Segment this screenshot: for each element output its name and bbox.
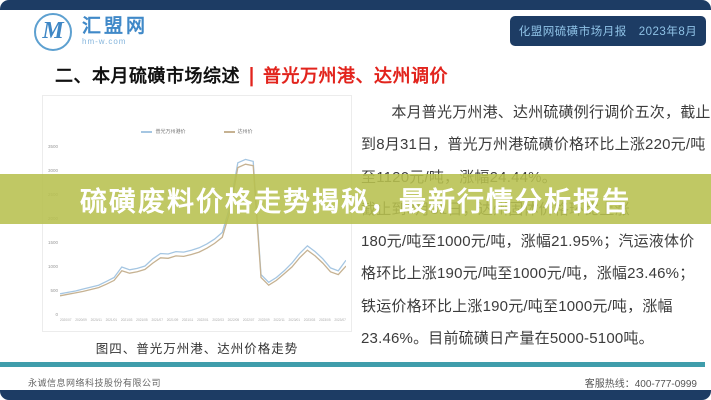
- series-line: [60, 158, 346, 295]
- paragraph-line: 格环比上涨190元/吨至1000元/吨，涨幅23.46%；: [361, 265, 695, 283]
- chart-caption: 图四、普光万州港、达州价格走势: [95, 342, 299, 356]
- x-tick-label: 2020/07: [60, 318, 72, 322]
- legend-item: 达州价: [223, 128, 253, 135]
- brand-name: 汇盟网: [82, 16, 149, 37]
- section-subtitle: 普光万州港、达州调价: [263, 66, 449, 86]
- legend-line-swatch: [141, 130, 153, 133]
- legend-label: 达州价: [237, 129, 253, 135]
- x-tick-label: 2022/01: [197, 318, 209, 322]
- chart-y-axis-labels: 3500300025002000150010005000: [45, 144, 58, 317]
- chart-plot-area: [60, 158, 346, 297]
- x-tick-label: 2023/05: [319, 318, 331, 322]
- y-tick-label: 1000: [47, 264, 58, 269]
- overlay-headline: 硫磺废料价格走势揭秘，最新行情分析报告: [80, 186, 631, 217]
- logo-brand: 汇盟网 hm-w.com: [82, 17, 148, 47]
- x-tick-label: 2022/03: [212, 318, 224, 322]
- paragraph-line: 23.46%。目前硫磺日产量在5000-5100吨。: [361, 330, 654, 348]
- legend-label: 普光万州港价: [155, 129, 186, 135]
- title-separator: |: [249, 62, 255, 86]
- brand-domain: hm-w.com: [82, 37, 127, 46]
- x-tick-label: 2022/07: [242, 318, 255, 322]
- analysis-paragraph: 本月普光万州港、达州硫磺例行调价五次，截止 到8月31日，普光万州港硫磺价格环比…: [361, 97, 711, 355]
- paragraph-line: 本月普光万州港、达州硫磺例行调价五次，截止: [361, 104, 711, 121]
- report-badge-label: 化盟网硫磺市场月报 2023年8月: [518, 26, 698, 38]
- bottom-border-strip: [0, 390, 711, 400]
- x-tick-label: 2021/09: [166, 318, 179, 322]
- chart-legend: 普光万州港价 达州价: [43, 128, 351, 135]
- paragraph-line: 到8月31日，普光万州港硫磺价格环比上涨220元/吨: [361, 136, 706, 154]
- y-tick-label: 3500: [47, 144, 58, 149]
- x-tick-label: 2022/11: [273, 318, 285, 322]
- x-tick-label: 2021/03: [120, 318, 133, 322]
- chart-x-axis-labels: 2020/07 2020/09 2020/11 2021/01 2021/03 2021/…: [60, 318, 346, 322]
- overlay-banner: 硫磺废料价格走势揭秘，最新行情分析报告: [0, 174, 711, 224]
- x-tick-label: 2021/11: [182, 318, 194, 322]
- footer-hotline: 客服热线：400-777-0999: [584, 379, 697, 390]
- x-tick-label: 2023/01: [288, 318, 301, 322]
- y-tick-label: 0: [55, 312, 58, 317]
- series-line: [60, 163, 346, 297]
- paragraph-line: 180元/吨至1000元/吨，涨幅21.95%；汽运液体价: [361, 233, 695, 251]
- x-tick-label: 2020/09: [75, 318, 87, 322]
- logo-circle: M: [34, 13, 72, 51]
- y-tick-label: 500: [50, 288, 58, 293]
- x-tick-label: 2021/05: [136, 318, 148, 322]
- footer-company: 永诚信息网络科技股份有限公司: [28, 378, 162, 388]
- x-tick-label: 2020/11: [90, 318, 102, 322]
- section-title: 二、本月硫磺市场综述: [55, 66, 240, 86]
- y-tick-label: 3000: [47, 168, 58, 173]
- report-badge: 化盟网硫磺市场月报 2023年8月: [510, 16, 706, 46]
- y-tick-label: 1500: [47, 240, 58, 245]
- top-border-strip: [0, 0, 711, 10]
- footer-divider-bar: [0, 362, 705, 367]
- x-tick-label: 2021/01: [105, 318, 118, 322]
- legend-line-swatch: [223, 130, 235, 133]
- paragraph-line: 铁运价格环比上涨190元/吨至1000元/吨，涨幅: [361, 297, 673, 315]
- x-tick-label: 2021/07: [151, 318, 163, 322]
- x-tick-label: 2023/03: [303, 318, 316, 322]
- x-tick-label: 2023/07: [334, 318, 346, 322]
- logo-monogram-icon: M: [42, 18, 64, 44]
- section-title-row: 二、本月硫磺市场综述 | 普光万州港、达州调价: [55, 62, 448, 88]
- x-tick-label: 2022/05: [227, 318, 240, 322]
- legend-item: 普光万州港价: [141, 128, 186, 135]
- x-tick-label: 2022/09: [258, 318, 270, 322]
